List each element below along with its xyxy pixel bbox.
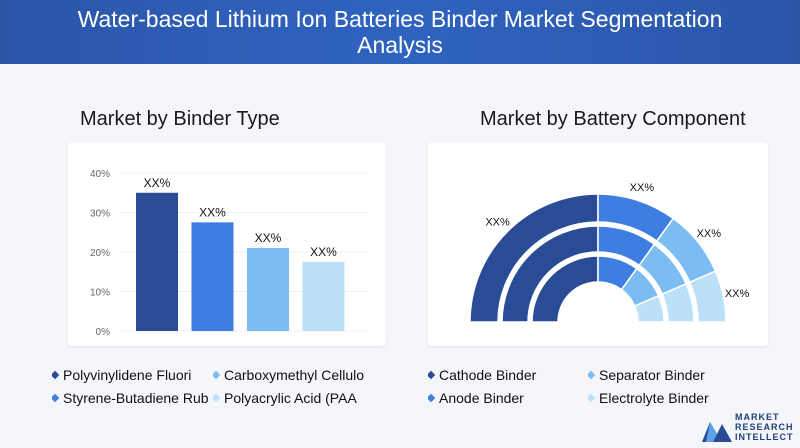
legend-label: Cathode Binder — [439, 367, 537, 383]
header-banner: Water-based Lithium Ion Batteries Binder… — [0, 0, 800, 64]
binder-type-subtitle: Market by Binder Type — [80, 108, 280, 130]
legend-marker — [52, 370, 60, 380]
donut-chart-panel: XX% XX% XX% XX% — [428, 142, 768, 346]
bar — [191, 222, 234, 331]
donut-data-label: XX% — [630, 182, 655, 194]
logo-text-market: MARKET — [735, 412, 780, 422]
donut-data-label: XX% — [485, 217, 510, 229]
donut-chart: XX% XX% XX% XX% — [469, 182, 750, 323]
y-tick-label: 10% — [90, 288, 110, 299]
y-tick-label: 40% — [90, 169, 110, 180]
logo-text-research: RESEARCH — [735, 422, 794, 432]
page-title: Water-based Lithium Ion Batteries Binder… — [77, 6, 723, 58]
donut-segment — [633, 294, 665, 323]
logo-mark-icon — [702, 422, 732, 442]
bar — [247, 248, 289, 331]
legend-label: Anode Binder — [439, 390, 524, 406]
donut-segment — [661, 282, 695, 323]
legend-item-styrene-butadiene: Styrene-Butadiene Rub — [52, 390, 212, 406]
legend-marker — [213, 393, 221, 403]
legend-item-polyacrylic: Polyacrylic Acid (PAA — [213, 390, 381, 406]
legend-label: Separator Binder — [599, 367, 705, 383]
donut-data-label: XX% — [697, 228, 722, 240]
bar-data-label: XX% — [144, 176, 171, 190]
legend-item-separator: Separator Binder — [588, 367, 738, 383]
y-tick-label: 30% — [90, 209, 110, 220]
legend-marker — [52, 393, 60, 403]
donut-data-label: XX% — [725, 288, 750, 300]
legend-marker — [588, 370, 596, 380]
legend-label: Polyacrylic Acid (PAA — [224, 390, 357, 406]
bar-data-label: XX% — [310, 245, 337, 259]
donut-segment — [688, 270, 727, 323]
legend-label: Electrolyte Binder — [599, 390, 709, 406]
legend-label: Carboxymethyl Cellulo — [224, 367, 365, 383]
bar — [136, 192, 178, 331]
bar-chart-panel: 40% 30% 20% 10% 0% XX% XX% XX% XX% — [68, 142, 386, 346]
bar-chart: 40% 30% 20% 10% 0% XX% XX% XX% XX% — [90, 169, 368, 338]
bar-data-label: XX% — [199, 205, 226, 219]
logo-text-intellect: INTELLECT — [735, 432, 794, 442]
legend-item-carboxymethyl: Carboxymethyl Cellulo — [213, 367, 381, 383]
market-research-intellect-logo: MARKET RESEARCH INTELLECT — [700, 410, 793, 444]
bar — [302, 261, 345, 331]
battery-component-subtitle: Market by Battery Component — [480, 108, 746, 130]
y-tick-label: 0% — [96, 327, 111, 338]
legend-marker — [213, 370, 221, 380]
legend-item-anode: Anode Binder — [428, 390, 578, 406]
y-tick-label: 20% — [90, 248, 110, 259]
legend-item-electrolyte: Electrolyte Binder — [588, 390, 738, 406]
legend-marker — [588, 393, 596, 403]
bar-data-label: XX% — [255, 231, 282, 245]
legend-label: Polyvinylidene Fluori — [63, 367, 192, 383]
legend-marker — [428, 370, 436, 380]
legend-item-cathode: Cathode Binder — [428, 367, 578, 383]
legend-marker — [428, 393, 436, 403]
legend-label: Styrene-Butadiene Rub — [63, 390, 209, 406]
legend-item-polyvinylidene: Polyvinylidene Fluori — [52, 367, 212, 383]
